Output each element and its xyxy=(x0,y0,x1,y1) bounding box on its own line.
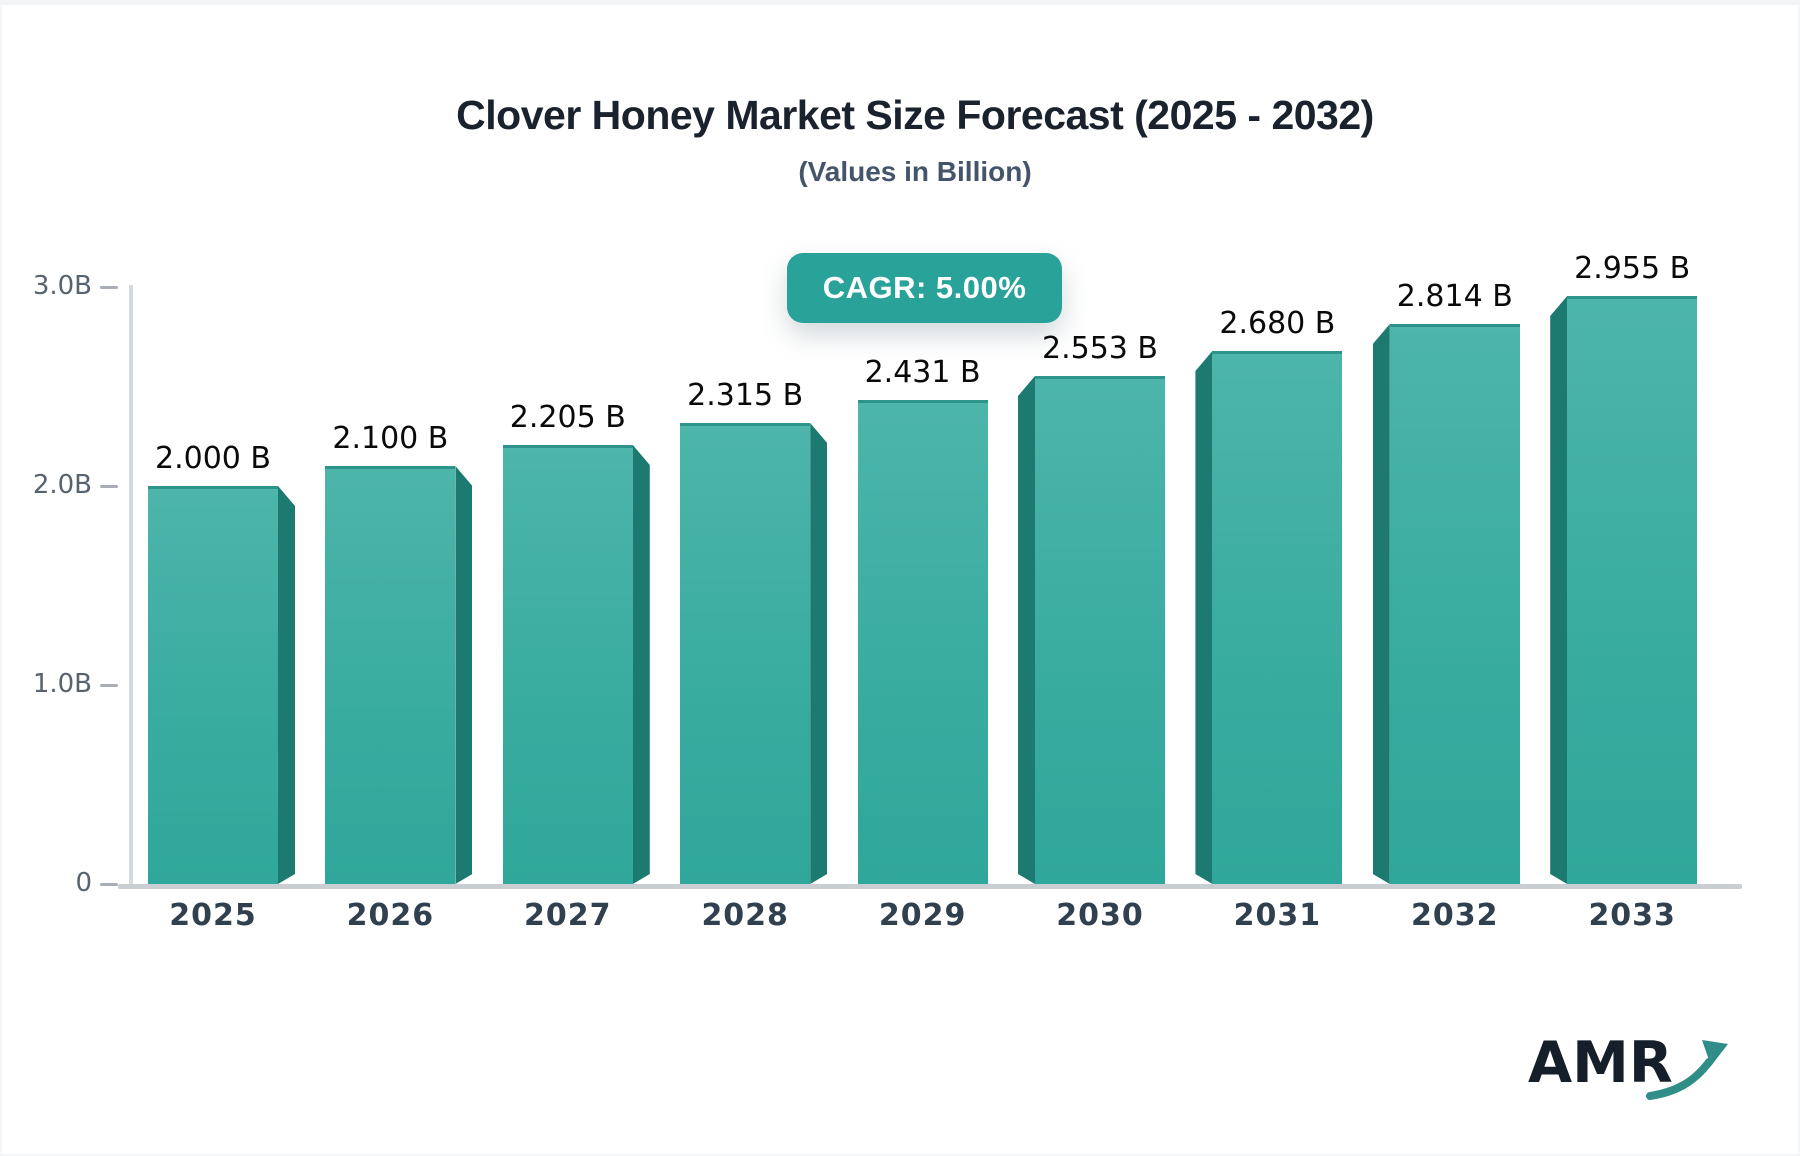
bar-face-2027 xyxy=(502,445,633,884)
bar-value-label-2029: 2.431 B xyxy=(864,355,981,390)
bar-value-label-2033: 2.955 B xyxy=(1574,251,1691,286)
x-tick-label-2030: 2030 xyxy=(1056,898,1144,933)
y-tick-mark-2.0B xyxy=(100,485,118,488)
bar-2025: 2.000 B xyxy=(148,441,278,884)
bar-2029: 2.431 B xyxy=(857,355,988,884)
bar-2028: 2.315 B xyxy=(680,378,811,884)
bar-value-label-2026: 2.100 B xyxy=(332,421,449,456)
x-tick-label-2028: 2028 xyxy=(701,898,789,933)
bar-face-2029 xyxy=(857,400,988,884)
bar-value-label-2027: 2.205 B xyxy=(509,400,626,435)
x-tick-label-2025: 2025 xyxy=(169,898,257,933)
growth-arrow-icon xyxy=(1646,1040,1728,1100)
bar-side-face-2030 xyxy=(1018,376,1035,884)
bar-value-label-2025: 2.000 B xyxy=(154,441,272,476)
bar-value-label-2030: 2.553 B xyxy=(1041,331,1159,366)
bar-2030: 2.553 B xyxy=(1035,331,1165,884)
chart-title: Clover Honey Market Size Forecast (2025 … xyxy=(456,92,1374,138)
x-tick-label-2031: 2031 xyxy=(1233,898,1322,933)
bar-face-2028 xyxy=(680,423,811,884)
bar-face-2026 xyxy=(325,466,456,884)
amr-logo: AMR xyxy=(1528,1016,1728,1112)
bar-2032: 2.814 B xyxy=(1389,279,1520,884)
bar-2033: 2.955 B xyxy=(1567,251,1698,884)
bar-side-face-2028 xyxy=(810,423,827,884)
window-top-edge xyxy=(0,0,1800,5)
y-tick-label-1.0B: 1.0B xyxy=(32,669,92,699)
y-tick-label-2.0B: 2.0B xyxy=(32,470,92,500)
bar-face-2031 xyxy=(1212,351,1343,884)
x-tick-label-2029: 2029 xyxy=(878,898,967,933)
y-tick-label-3.0B: 3.0B xyxy=(32,271,92,301)
bar-2026: 2.100 B xyxy=(325,421,456,884)
y-tick-mark-3.0B xyxy=(100,286,118,289)
bar-face-2032 xyxy=(1389,324,1520,884)
bar-side-face-2025 xyxy=(278,486,295,884)
bar-side-face-2026 xyxy=(455,466,472,884)
bar-face-2025 xyxy=(148,486,278,884)
x-tick-label-2027: 2027 xyxy=(524,898,612,933)
cagr-badge: CAGR: 5.00% xyxy=(787,253,1062,323)
y-tick-mark-0 xyxy=(100,883,118,886)
chart-subtitle: (Values in Billion) xyxy=(798,156,1032,187)
x-tick-label-2032: 2032 xyxy=(1411,898,1499,933)
bar-value-label-2031: 2.680 B xyxy=(1219,306,1336,341)
y-tick-mark-1.0B xyxy=(100,684,118,687)
bar-value-label-2032: 2.814 B xyxy=(1396,279,1513,314)
bar-value-label-2028: 2.315 B xyxy=(687,378,804,413)
x-tick-label-2033: 2033 xyxy=(1588,898,1676,933)
bar-2031: 2.680 B xyxy=(1212,306,1343,884)
y-axis-line xyxy=(129,285,133,884)
cagr-badge-label: CAGR: 5.00% xyxy=(822,270,1027,305)
bar-side-face-2031 xyxy=(1195,351,1212,884)
bar-side-face-2027 xyxy=(633,445,650,884)
y-tick-label-0: 0 xyxy=(75,868,92,898)
bar-face-2030 xyxy=(1035,376,1165,884)
bar-side-face-2033 xyxy=(1550,296,1567,884)
x-tick-label-2026: 2026 xyxy=(346,898,435,933)
x-axis-baseline xyxy=(118,884,1742,889)
bar-face-2033 xyxy=(1567,296,1698,884)
bar-side-face-2032 xyxy=(1373,324,1390,884)
bar-2027: 2.205 B xyxy=(502,400,633,884)
amr-logo-text: AMR xyxy=(1528,1030,1673,1096)
